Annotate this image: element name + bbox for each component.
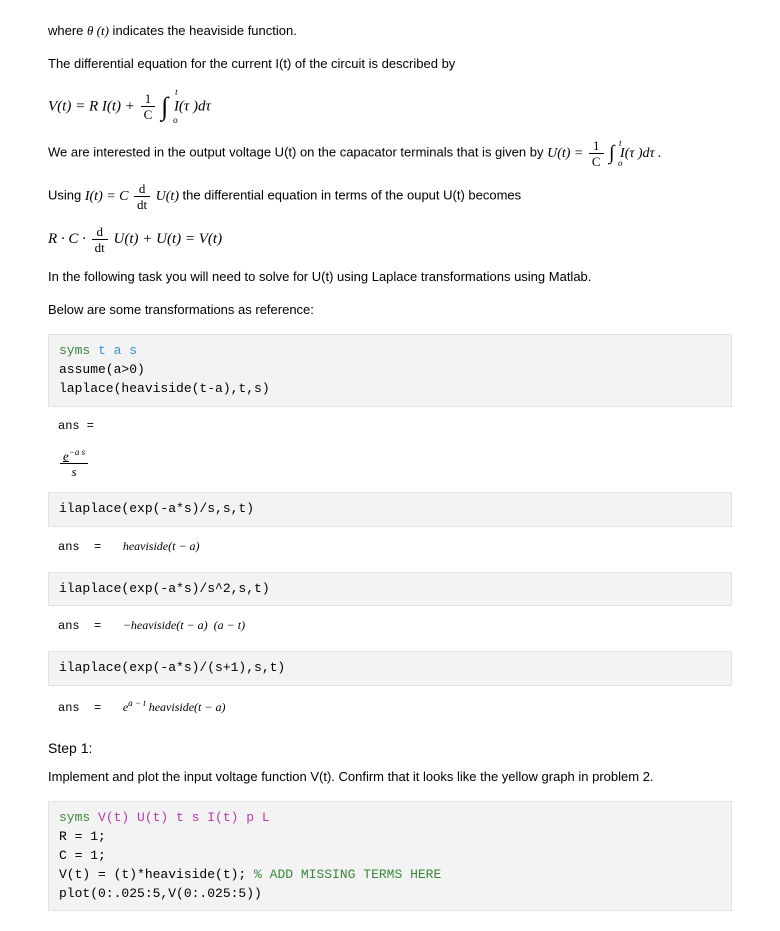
eq-integrand: I(τ )dτ xyxy=(174,98,211,114)
eq-frac-den: dt xyxy=(134,197,150,211)
code-block-3: ilaplace(exp(-a*s)/s^2,s,t) xyxy=(48,572,732,607)
ans-row-2: ans = heaviside(t − a) xyxy=(48,531,732,563)
eq-frac-den: C xyxy=(141,107,156,121)
eq-frac-num: 1 xyxy=(141,92,156,107)
paragraph-1: where θ (t) indicates the heaviside func… xyxy=(48,22,732,41)
eq-frac: 1 C xyxy=(141,92,156,121)
eq-frac-den: dt xyxy=(92,240,108,254)
paragraph-3: We are interested in the output voltage … xyxy=(48,139,732,168)
ans-frac-den: s xyxy=(60,464,88,478)
eq-frac-num: d xyxy=(92,225,108,240)
code-block-4: ilaplace(exp(-a*s)/(s+1),s,t) xyxy=(48,651,732,686)
theta-symbol: θ (t) xyxy=(87,23,109,38)
ans-body: heaviside(t − a) xyxy=(123,539,200,553)
eq-a: R · C · xyxy=(48,231,90,247)
step-1-title: Step 1: xyxy=(48,738,732,758)
code-line: R = 1; xyxy=(59,829,106,844)
eq-frac: 1 C xyxy=(589,139,604,168)
code-block-1: syms t a s assume(a>0) laplace(heaviside… xyxy=(48,334,732,407)
ans-row-4: ans = ea − t heaviside(t − a) xyxy=(48,690,732,724)
text: where xyxy=(48,23,87,38)
code-vars: V(t) U(t) t s I(t) p L xyxy=(98,810,270,825)
eq-lhs: U(t) = xyxy=(547,146,583,161)
eq-frac-num: 1 xyxy=(589,139,604,154)
code-line: assume(a>0) xyxy=(59,362,145,377)
ans-exp: a − t xyxy=(128,698,146,708)
text: indicates the heaviside function. xyxy=(109,23,297,38)
eq-rhs: U(t) xyxy=(156,189,179,204)
text: the differential equation in terms of th… xyxy=(182,188,521,203)
eq-b: U(t) + U(t) = V(t) xyxy=(114,231,223,247)
text: Using xyxy=(48,188,85,203)
eq-frac-den: C xyxy=(589,154,604,168)
text: We are interested in the output voltage … xyxy=(48,145,547,160)
eq-lhs: I(t) = C xyxy=(85,189,129,204)
paragraph-6: Below are some transformations as refere… xyxy=(48,301,732,320)
paragraph-4: Using I(t) = C d dt U(t) the differentia… xyxy=(48,182,732,211)
ans-body: heaviside(t − a) xyxy=(146,700,226,714)
code-block-5: syms V(t) U(t) t s I(t) p L R = 1; C = 1… xyxy=(48,801,732,911)
integral-upper: t xyxy=(175,86,178,99)
code-comment: % ADD MISSING TERMS HERE xyxy=(254,867,441,882)
ans-prefix: ans = xyxy=(58,540,123,554)
ans-label-1: ans = xyxy=(48,411,732,442)
paragraph-5: In the following task you will need to s… xyxy=(48,268,732,287)
ans-value-1: e−a s s xyxy=(48,446,732,484)
eq-lhs: V(t) = R I(t) + xyxy=(48,98,135,114)
ans-frac-num: e−a s xyxy=(60,448,88,464)
code-vars: t a s xyxy=(98,343,137,358)
inline-eq-1: U(t) = 1 C ∫ t o I(τ )dτ . xyxy=(547,146,661,161)
ans-prefix: ans = xyxy=(58,619,123,633)
integral-symbol: ∫ t o xyxy=(161,88,168,126)
integral-lower: o xyxy=(173,114,178,127)
code-line: laplace(heaviside(t-a),t,s) xyxy=(59,381,270,396)
eq-frac: d dt xyxy=(134,182,150,211)
integral-upper: t xyxy=(619,137,622,150)
equation-2: R · C · d dt U(t) + U(t) = V(t) xyxy=(48,225,732,254)
step-1-text: Implement and plot the input voltage fun… xyxy=(48,768,732,787)
ans-exp: −a s xyxy=(69,447,85,457)
code-keyword: syms xyxy=(59,810,98,825)
code-keyword: syms xyxy=(59,343,98,358)
integral-symbol: ∫ t o xyxy=(609,139,614,168)
eq-integrand: I(τ )dτ . xyxy=(620,146,662,161)
paragraph-2: The differential equation for the curren… xyxy=(48,55,732,74)
equation-1: V(t) = R I(t) + 1 C ∫ t o I(τ )dτ xyxy=(48,88,732,126)
ans-body: −heaviside(t − a) (a − t) xyxy=(123,618,245,632)
inline-eq-2: I(t) = C d dt U(t) xyxy=(85,189,183,204)
code-block-2: ilaplace(exp(-a*s)/s,s,t) xyxy=(48,492,732,527)
eq-frac-num: d xyxy=(134,182,150,197)
ans-row-3: ans = −heaviside(t − a) (a − t) xyxy=(48,610,732,642)
code-line: V(t) = (t)*heaviside(t); xyxy=(59,867,254,882)
document-page: where θ (t) indicates the heaviside func… xyxy=(0,0,780,931)
code-line: plot(0:.025:5,V(0:.025:5)) xyxy=(59,886,262,901)
eq-frac: d dt xyxy=(92,225,108,254)
ans-frac: e−a s s xyxy=(60,448,88,478)
ans-prefix: ans = xyxy=(58,701,123,715)
code-line: C = 1; xyxy=(59,848,106,863)
integral-lower: o xyxy=(618,157,623,170)
